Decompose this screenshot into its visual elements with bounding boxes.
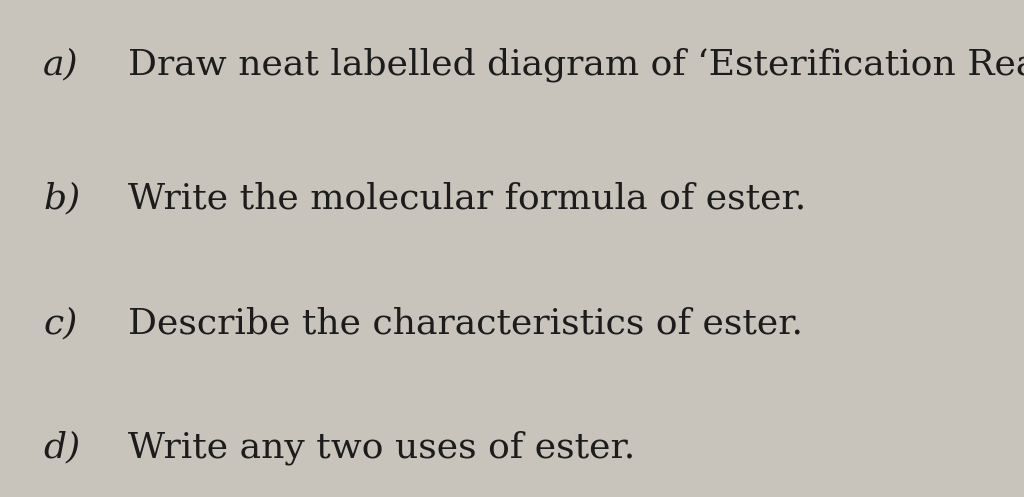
Text: Describe the characteristics of ester.: Describe the characteristics of ester. [128, 306, 803, 340]
Text: Draw neat labelled diagram of ‘Esterification Reaction’: Draw neat labelled diagram of ‘Esterific… [128, 47, 1024, 82]
Text: b): b) [43, 182, 80, 216]
Text: c): c) [43, 306, 78, 340]
Text: d): d) [43, 430, 80, 464]
Text: a): a) [43, 48, 79, 82]
Text: Write any two uses of ester.: Write any two uses of ester. [128, 430, 635, 465]
Text: Write the molecular formula of ester.: Write the molecular formula of ester. [128, 182, 806, 216]
